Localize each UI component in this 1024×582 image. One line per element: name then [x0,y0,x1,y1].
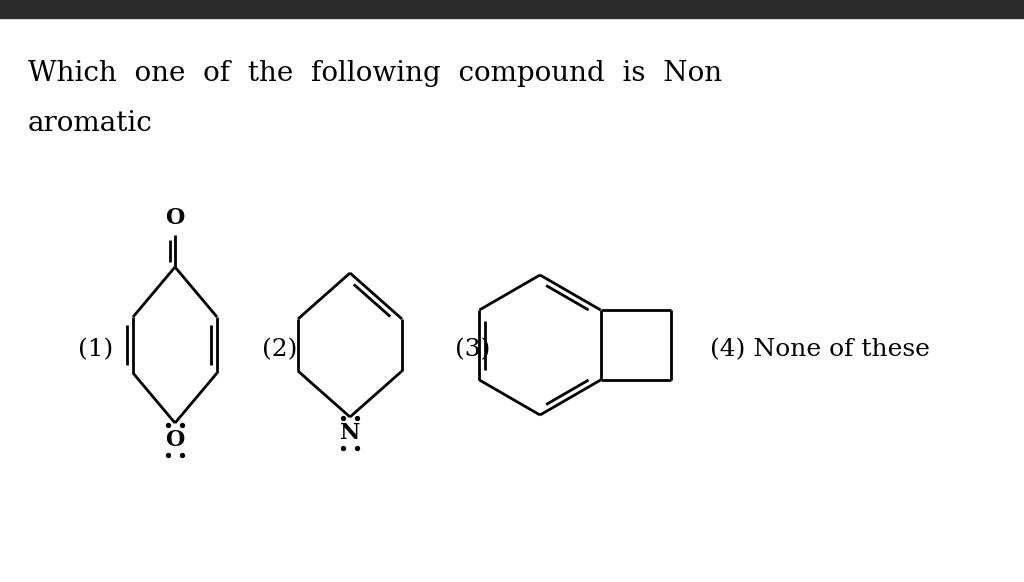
Text: (3): (3) [455,339,490,361]
Text: aromatic: aromatic [28,110,153,137]
Text: (4) None of these: (4) None of these [710,339,930,361]
Text: (2): (2) [262,339,297,361]
Text: O: O [165,207,184,229]
Text: (1): (1) [78,339,114,361]
Text: N: N [340,422,360,444]
Bar [0,0,1024,18]
Text: O: O [165,429,184,451]
Text: Which  one  of  the  following  compound  is  Non: Which one of the following compound is N… [28,60,722,87]
